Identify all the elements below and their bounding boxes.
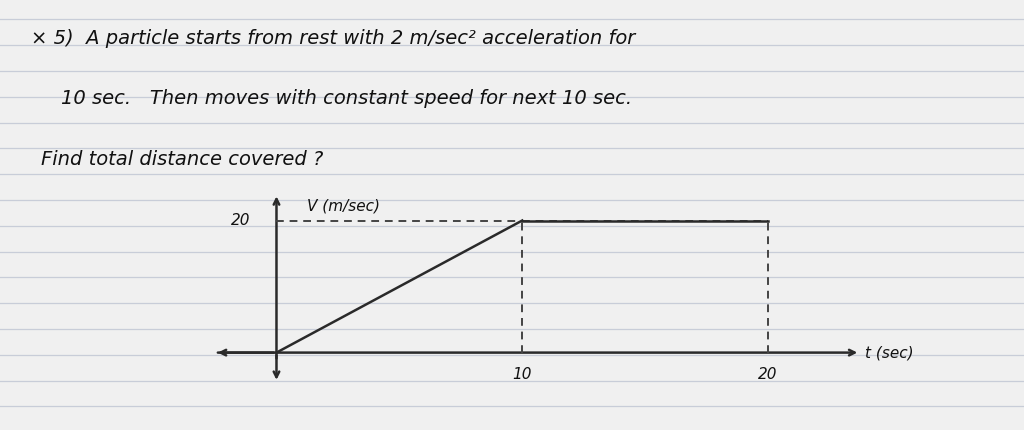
Text: 20: 20 bbox=[231, 213, 251, 228]
Text: Find total distance covered ?: Find total distance covered ? bbox=[41, 150, 324, 169]
Text: 10 sec.   Then moves with constant speed for next 10 sec.: 10 sec. Then moves with constant speed f… bbox=[61, 89, 633, 108]
Text: t (sec): t (sec) bbox=[865, 345, 913, 360]
Text: 20: 20 bbox=[758, 367, 778, 381]
Text: V (m/sec): V (m/sec) bbox=[307, 199, 380, 214]
Text: 10: 10 bbox=[512, 367, 532, 381]
Text: × 5)  A particle starts from rest with 2 m/sec² acceleration for: × 5) A particle starts from rest with 2 … bbox=[31, 29, 635, 48]
